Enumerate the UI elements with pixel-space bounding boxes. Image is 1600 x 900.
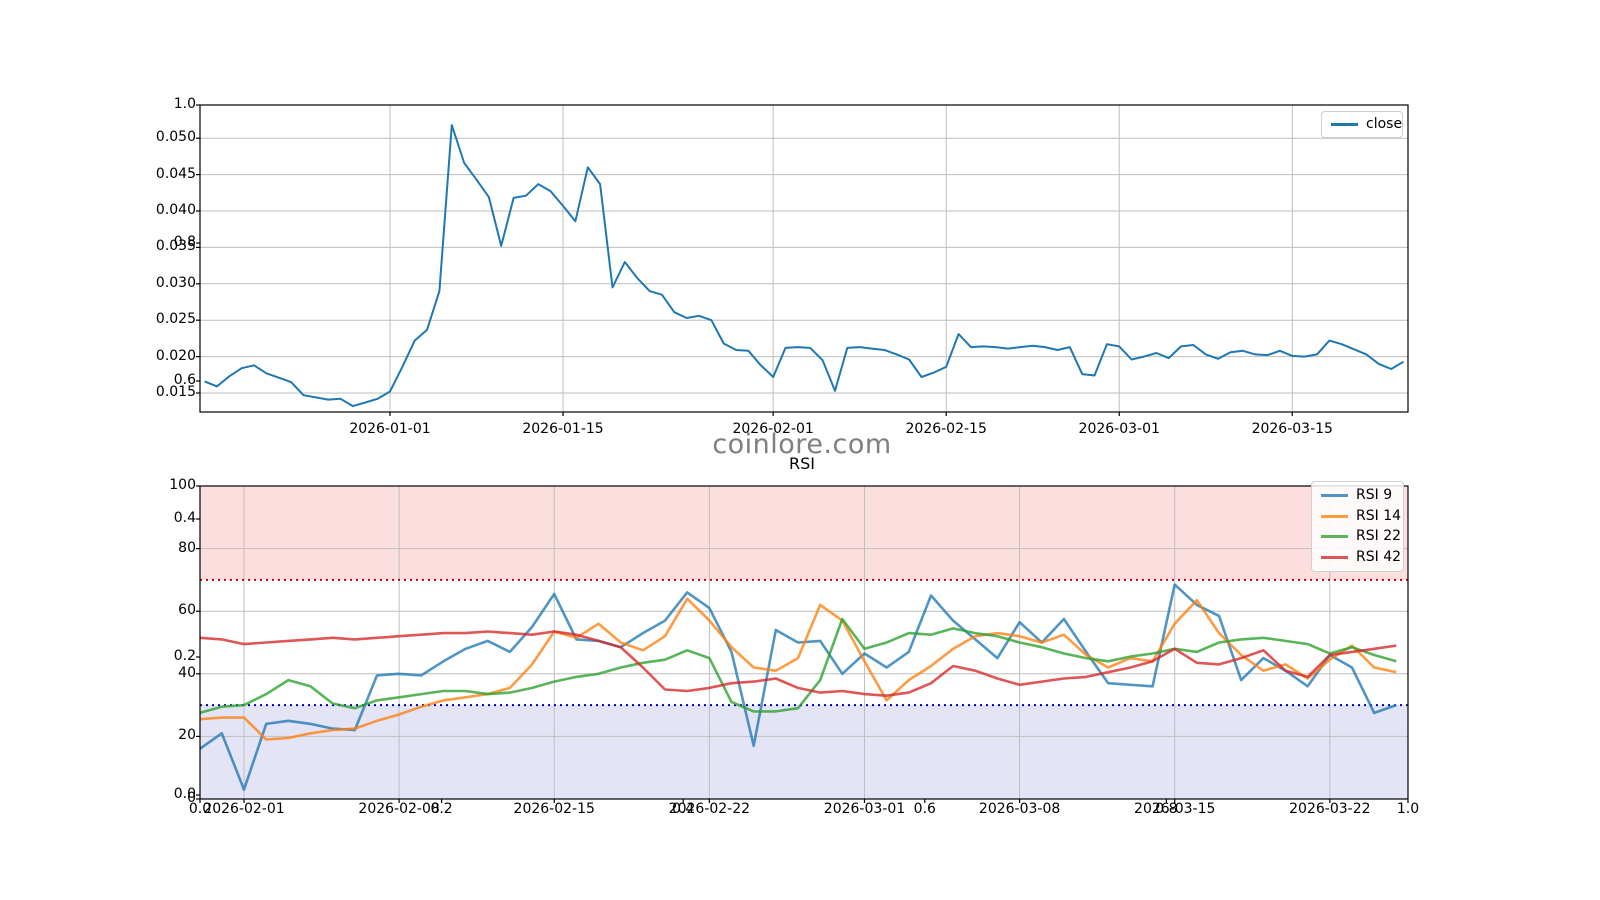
tick-label: 2026-02-08 <box>358 801 440 817</box>
oversold-band <box>200 705 1408 799</box>
tick-label: 2026-03-22 <box>1289 801 1371 817</box>
tick-label: 2026-01-15 <box>522 421 604 437</box>
tick-label: 0.6 <box>913 801 936 817</box>
rsi14-line-sample <box>1321 514 1348 518</box>
overbought-band <box>200 486 1408 580</box>
rsi42-legend-label: RSI 42 <box>1356 549 1402 566</box>
tick-label: 2026-02-15 <box>513 801 595 817</box>
tick-label: 0.045 <box>155 165 196 182</box>
legend-row-rsi14: RSI 14 <box>1321 506 1401 527</box>
tick-label: 100 <box>169 477 196 493</box>
tick-label: 0.0 <box>188 801 212 817</box>
legend-row-rsi42: RSI 42 <box>1321 547 1401 568</box>
tick-label: 0.030 <box>155 274 196 291</box>
price-plot-frame <box>199 104 1409 413</box>
tick-label: 0.8 <box>1155 801 1178 817</box>
tick-label: 40 <box>178 664 196 681</box>
tick-label: 1.0 <box>173 96 196 112</box>
tick-label: 80 <box>178 539 196 556</box>
rsi14-legend-label: RSI 14 <box>1356 507 1402 524</box>
tick-label: 0.4 <box>173 510 196 526</box>
tick-label: 2026-03-01 <box>1078 421 1160 437</box>
close-line <box>204 124 1405 408</box>
tick-label: 0.050 <box>155 129 196 146</box>
rsi9-legend-label: RSI 9 <box>1356 486 1393 503</box>
tick-label: 2026-01-01 <box>349 421 431 437</box>
tick-label: 2026-02-15 <box>905 421 987 437</box>
rsi42-line-sample <box>1321 556 1348 560</box>
tick-label: 2026-03-15 <box>1251 421 1333 437</box>
tick-label: 0.8 <box>173 234 196 250</box>
tick-label: 0 <box>187 790 196 806</box>
rsi22-legend-label: RSI 22 <box>1356 528 1402 545</box>
tick-label: 0.6 <box>173 372 196 388</box>
legend-row-close: close <box>1331 115 1402 134</box>
tick-label: 2026-02-01 <box>732 421 814 437</box>
tick-label: 0.2 <box>430 801 453 817</box>
legend-row-rsi9: RSI 9 <box>1321 485 1394 506</box>
tick-label: 0.4 <box>672 801 695 817</box>
tick-label: 0.035 <box>155 238 196 255</box>
tick-label: 1.0 <box>1396 801 1420 817</box>
tick-label: 20 <box>178 727 196 744</box>
tick-label: 0.2 <box>173 648 196 664</box>
rsi-subplot-title: RSI <box>789 454 815 473</box>
rsi9-line-sample <box>1321 493 1348 497</box>
rsi22-line-sample <box>1321 535 1348 539</box>
tick-label: 0.025 <box>155 311 196 328</box>
rsi-plot-frame <box>199 485 1409 800</box>
tick-label: 2026-03-08 <box>978 801 1061 817</box>
tick-label: 60 <box>178 602 196 619</box>
tick-label: 2026-02-22 <box>668 801 751 817</box>
rsi-line-rsi-22 <box>200 617 1397 715</box>
rsi-line-rsi-14 <box>200 597 1397 741</box>
legend-row-rsi22: RSI 22 <box>1321 527 1401 548</box>
close-line-sample <box>1331 123 1358 126</box>
tick-label: 0.0 <box>173 786 196 802</box>
tick-label: 2026-02-01 <box>203 801 285 817</box>
tick-label: 2026-03-15 <box>1134 801 1216 817</box>
price-legend: close <box>1321 111 1403 138</box>
tick-label: 0.015 <box>155 384 196 400</box>
watermark: coinlore.com <box>712 429 892 460</box>
tick-label: 0.020 <box>155 347 196 364</box>
rsi-line-rsi-9 <box>200 583 1397 791</box>
tick-label: 0.040 <box>155 202 196 218</box>
price-legend-label: close <box>1366 116 1403 132</box>
rsi-legend: RSI 9 RSI 14 RSI 22 RSI 42 <box>1311 481 1404 572</box>
tick-label: 2026-03-01 <box>823 801 906 817</box>
rsi-line-rsi-42 <box>200 630 1397 697</box>
